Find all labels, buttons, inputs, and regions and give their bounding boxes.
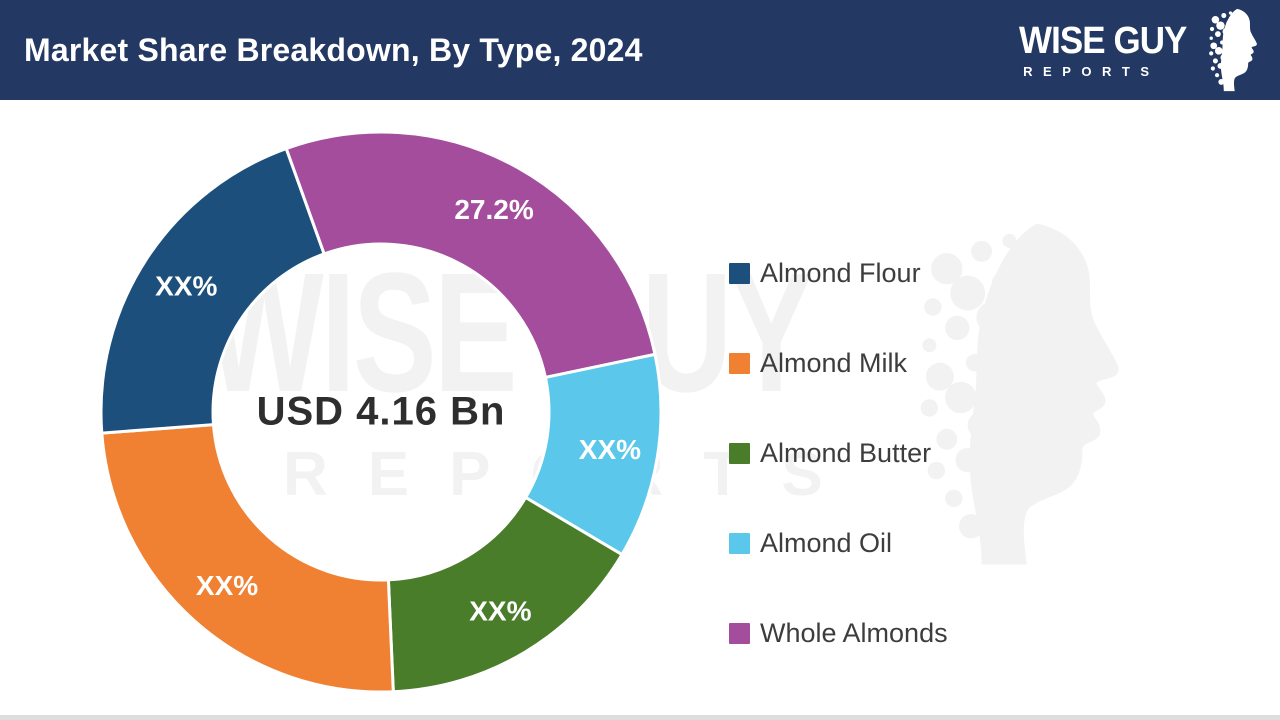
legend-item-almond-butter: Almond Butter <box>729 438 948 468</box>
wiseguy-logo: WISE GUY REPORTS <box>1019 8 1266 92</box>
donut-segment-label-almond-oil: XX% <box>579 434 641 465</box>
header-bar: Market Share Breakdown, By Type, 2024 WI… <box>0 0 1280 100</box>
legend-item-almond-oil: Almond Oil <box>729 528 948 558</box>
donut-center-value: USD 4.16 Bn <box>256 389 506 434</box>
legend-label: Almond Oil <box>760 527 893 558</box>
legend: Almond Flour Almond Milk Almond Butter Almo… <box>729 258 948 648</box>
legend-item-whole-almonds: Whole Almonds <box>729 618 948 648</box>
legend-swatch-almond-butter <box>729 442 750 464</box>
legend-item-almond-flour: Almond Flour <box>729 258 948 288</box>
logo-subtitle: REPORTS <box>1023 64 1160 79</box>
donut-segment-label-almond-milk: XX% <box>196 570 258 601</box>
legend-item-almond-milk: Almond Milk <box>729 348 948 378</box>
donut-segment-label-whole-almonds: 27.2% <box>454 194 533 225</box>
chart-title: Market Share Breakdown, By Type, 2024 <box>24 31 643 68</box>
logo-wordmark: WISE GUY <box>1019 20 1187 62</box>
bottom-strip <box>0 715 1280 720</box>
donut-segment-almond-milk <box>100 423 395 694</box>
donut-segment-almond-flour <box>99 147 326 435</box>
legend-label: Almond Milk <box>760 347 908 378</box>
donut-segment-label-almond-butter: XX% <box>469 595 531 626</box>
watermark-face-icon <box>920 223 1119 565</box>
donut-segment-label-almond-flour: XX% <box>155 270 217 301</box>
legend-label: Almond Butter <box>760 437 932 468</box>
donut-chart: 27.2% XX% XX% XX% XX% <box>99 130 663 694</box>
legend-swatch-almond-flour <box>729 262 750 284</box>
donut-segment-whole-almonds <box>284 130 657 379</box>
legend-label: Whole Almonds <box>760 617 948 648</box>
legend-swatch-almond-oil <box>729 532 750 554</box>
wiseguy-face-icon <box>1209 8 1258 92</box>
logo-text: WISE GUY REPORTS <box>1019 22 1201 78</box>
legend-swatch-whole-almonds <box>729 622 750 644</box>
legend-label: Almond Flour <box>760 257 921 288</box>
legend-swatch-almond-milk <box>729 352 750 374</box>
